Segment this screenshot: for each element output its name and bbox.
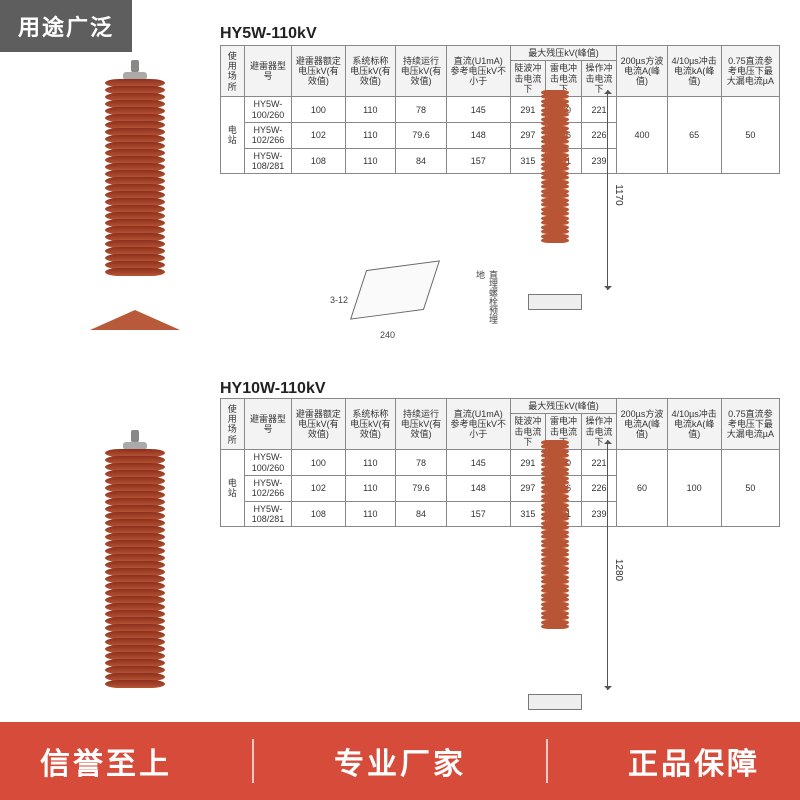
banner-item-3: 正品保障 [628,739,760,783]
th-cont: 持续运行电压kV(有效值) [396,46,447,97]
banner-item-2: 专业厂家 [334,739,466,783]
bottom-banner: 信誉至上 专业厂家 正品保障 [0,722,800,800]
arrester-illustration-1 [100,60,170,330]
section1-title: HY5W-110kV [220,25,317,43]
mount-dim-width: 240 [380,330,395,340]
datasheet-page: 用途广泛 HY5W-110kV 使用场所 避雷器型号 避雷器额定电压kV(有效值… [0,0,800,800]
mount-note: 直埋螺栓预埋地 [474,270,500,330]
mount-dim-hole: 3-12 [330,295,348,305]
section2-title: HY10W-110kV [220,380,326,398]
spec-table-1: 使用场所 避雷器型号 避雷器额定电压kV(有效值) 系统标称电压kV(有效值) … [220,45,780,174]
th-rated: 避雷器额定电压kV(有效值) [292,46,345,97]
th-place: 使用场所 [221,46,245,97]
spec-table-2: 使用场所 避雷器型号 避雷器额定电压kV(有效值) 系统标称电压kV(有效值) … [220,398,780,527]
th-model: 避雷器型号 [244,46,292,97]
th-leak: 0.75直流参考电压下最大漏电流µA [721,46,779,97]
th-dc: 直流(U1mA)参考电压kV不小于 [446,46,510,97]
table-row: 电站 HY5W-100/260 100 110 78 145 291 260 2… [221,450,780,476]
height-dim-1: 1170 [613,184,624,206]
dimension-drawing-2: 1280 [510,430,600,710]
th-maxres-group: 最大残压kV(峰值) [510,46,617,61]
dimension-drawing-1: 1170 [510,80,600,310]
th-sys: 系统标称电压kV(有效值) [345,46,396,97]
table-row: 电站 HY5W-100/260 100 110 78 145 291 260 2… [221,97,780,123]
mounting-diagram: 3-12 240 直埋螺栓预埋地 [340,260,460,330]
th-200us: 200µs方波电流A(峰值) [617,46,667,97]
banner-divider [252,739,254,783]
height-dim-2: 1280 [613,559,624,581]
banner-item-1: 信誉至上 [40,739,172,783]
th-410us: 4/10µs冲击电流kA(峰值) [667,46,721,97]
top-badge: 用途广泛 [0,0,132,52]
banner-divider [546,739,548,783]
arrester-illustration-2 [100,430,170,770]
